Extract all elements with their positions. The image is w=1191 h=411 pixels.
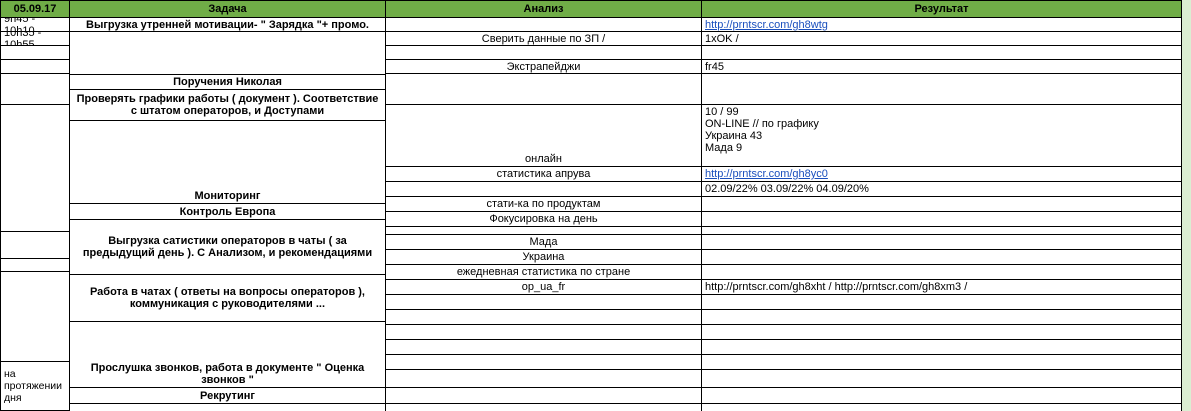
- result-online-block-text: 10 / 99 ON-LINE // по графику Украина 43…: [705, 106, 819, 154]
- result-blank-6: [701, 234, 1182, 250]
- result-blank-14: [701, 369, 1182, 388]
- result-blank-2: [701, 73, 1182, 105]
- task-check-schedules-label: Проверять графики работы ( документ ). С…: [76, 93, 379, 117]
- date-cell-blank-7: [0, 271, 70, 362]
- result-blank-10: [701, 309, 1182, 325]
- task-operators-stats: Выгрузка сатистики операторов в чаты ( з…: [69, 219, 386, 275]
- date-cell-blank-1: [0, 45, 70, 60]
- result-link-approve: http://prntscr.com/gh8yc0: [701, 166, 1182, 182]
- analysis-blank-10: [385, 354, 702, 370]
- header-date: 05.09.17: [0, 0, 70, 18]
- task-chat-work: Работа в чатах ( ответы на вопросы опера…: [69, 274, 386, 322]
- task-blank-2: [69, 403, 386, 411]
- result-link-morning: http://prntscr.com/gh8wtg: [701, 17, 1182, 32]
- result-salary-ok: 1xOK /: [701, 31, 1182, 46]
- time-slot-2: 10h35 - 10h55: [0, 31, 70, 46]
- date-cell-blank-2: [0, 59, 70, 74]
- time-slot-1: 9h45 - 10h10: [0, 17, 70, 32]
- analysis-blank-4: [385, 181, 702, 197]
- analysis-blank-6: [385, 294, 702, 310]
- task-operators-stats-label: Выгрузка сатистики операторов в чаты ( з…: [82, 235, 373, 259]
- task-blank-1: [69, 31, 386, 75]
- header-task: Задача: [69, 0, 386, 18]
- result-extrapages-value: fr45: [701, 59, 1182, 74]
- time-slot-all-day: на протяжении дня: [0, 361, 70, 411]
- analysis-blank-12: [385, 387, 702, 404]
- task-calls-listening: Прослушка звонков, работа в документе " …: [69, 321, 386, 388]
- analysis-op-ua-fr: op_ua_fr: [385, 279, 702, 295]
- header-result: Результат: [701, 0, 1182, 18]
- date-cell-blank-6: [0, 258, 70, 272]
- task-calls-listening-label: Прослушка звонков, работа в документе " …: [90, 362, 365, 386]
- result-blank-4: [701, 211, 1182, 227]
- result-link-morning-url[interactable]: http://prntscr.com/gh8wtg: [705, 18, 828, 31]
- analysis-blank-7: [385, 309, 702, 325]
- result-blank-12: [701, 339, 1182, 355]
- analysis-product-stats: стати-ка по продуктам: [385, 196, 702, 212]
- analysis-focus-of-day: Фокусировка на день: [385, 211, 702, 227]
- result-approve-percents: 02.09/22% 03.09/22% 04.09/20%: [701, 181, 1182, 197]
- analysis-blank-1: [385, 17, 702, 32]
- analysis-daily-country-stats: ежедневная статистика по стране: [385, 264, 702, 280]
- task-control-europe: Контроль Европа: [69, 203, 386, 220]
- result-blank-13: [701, 354, 1182, 370]
- task-morning-motivation: Выгрузка утренней мотивации- " Зарядка "…: [69, 17, 386, 32]
- result-link-approve-url[interactable]: http://prntscr.com/gh8yc0: [705, 168, 828, 180]
- analysis-check-salary: Сверить данные по ЗП /: [385, 31, 702, 46]
- task-chat-work-label: Работа в чатах ( ответы на вопросы опера…: [89, 286, 365, 310]
- result-links-op-ua-fr-urls[interactable]: http://prntscr.com/gh8xht / http://prnts…: [705, 281, 968, 293]
- result-blank-15: [701, 387, 1182, 404]
- result-blank-7: [701, 249, 1182, 265]
- analysis-online-label: онлайн: [525, 153, 562, 165]
- result-blank-8: [701, 264, 1182, 280]
- analysis-blank-9: [385, 339, 702, 355]
- result-blank-16: [701, 403, 1182, 411]
- header-analysis: Анализ: [385, 0, 702, 18]
- task-recruiting: Рекрутинг: [69, 387, 386, 404]
- result-blank-1: [701, 45, 1182, 60]
- analysis-ukraine: Украина: [385, 249, 702, 265]
- analysis-blank-3: [385, 73, 702, 105]
- result-blank-11: [701, 324, 1182, 340]
- date-cell-blank-3: [0, 73, 70, 105]
- analysis-approve-stats: статистика апрува: [385, 166, 702, 182]
- task-monitoring-label: Мониторинг: [194, 190, 261, 202]
- result-blank-9: [701, 294, 1182, 310]
- result-links-op-ua-fr: http://prntscr.com/gh8xht / http://prnts…: [701, 279, 1182, 295]
- right-gutter-strip: [1182, 0, 1191, 411]
- task-check-schedules: Проверять графики работы ( документ ). С…: [69, 89, 386, 121]
- analysis-blank-8: [385, 324, 702, 340]
- analysis-mada: Мада: [385, 234, 702, 250]
- result-blank-3: [701, 196, 1182, 212]
- analysis-blank-11: [385, 369, 702, 388]
- analysis-extrapages: Экстрапейджи: [385, 59, 702, 74]
- all-day-label: на протяжении дня: [4, 368, 63, 404]
- result-online-block: 10 / 99 ON-LINE // по графику Украина 43…: [701, 104, 1182, 167]
- analysis-blank-13: [385, 403, 702, 411]
- date-cell-blank-4: [0, 104, 70, 232]
- analysis-online: онлайн: [385, 104, 702, 167]
- task-monitoring: Мониторинг: [69, 120, 386, 204]
- date-cell-blank-5: [0, 231, 70, 259]
- task-nikolay-orders: Поручения Николая: [69, 74, 386, 90]
- analysis-blank-2: [385, 45, 702, 60]
